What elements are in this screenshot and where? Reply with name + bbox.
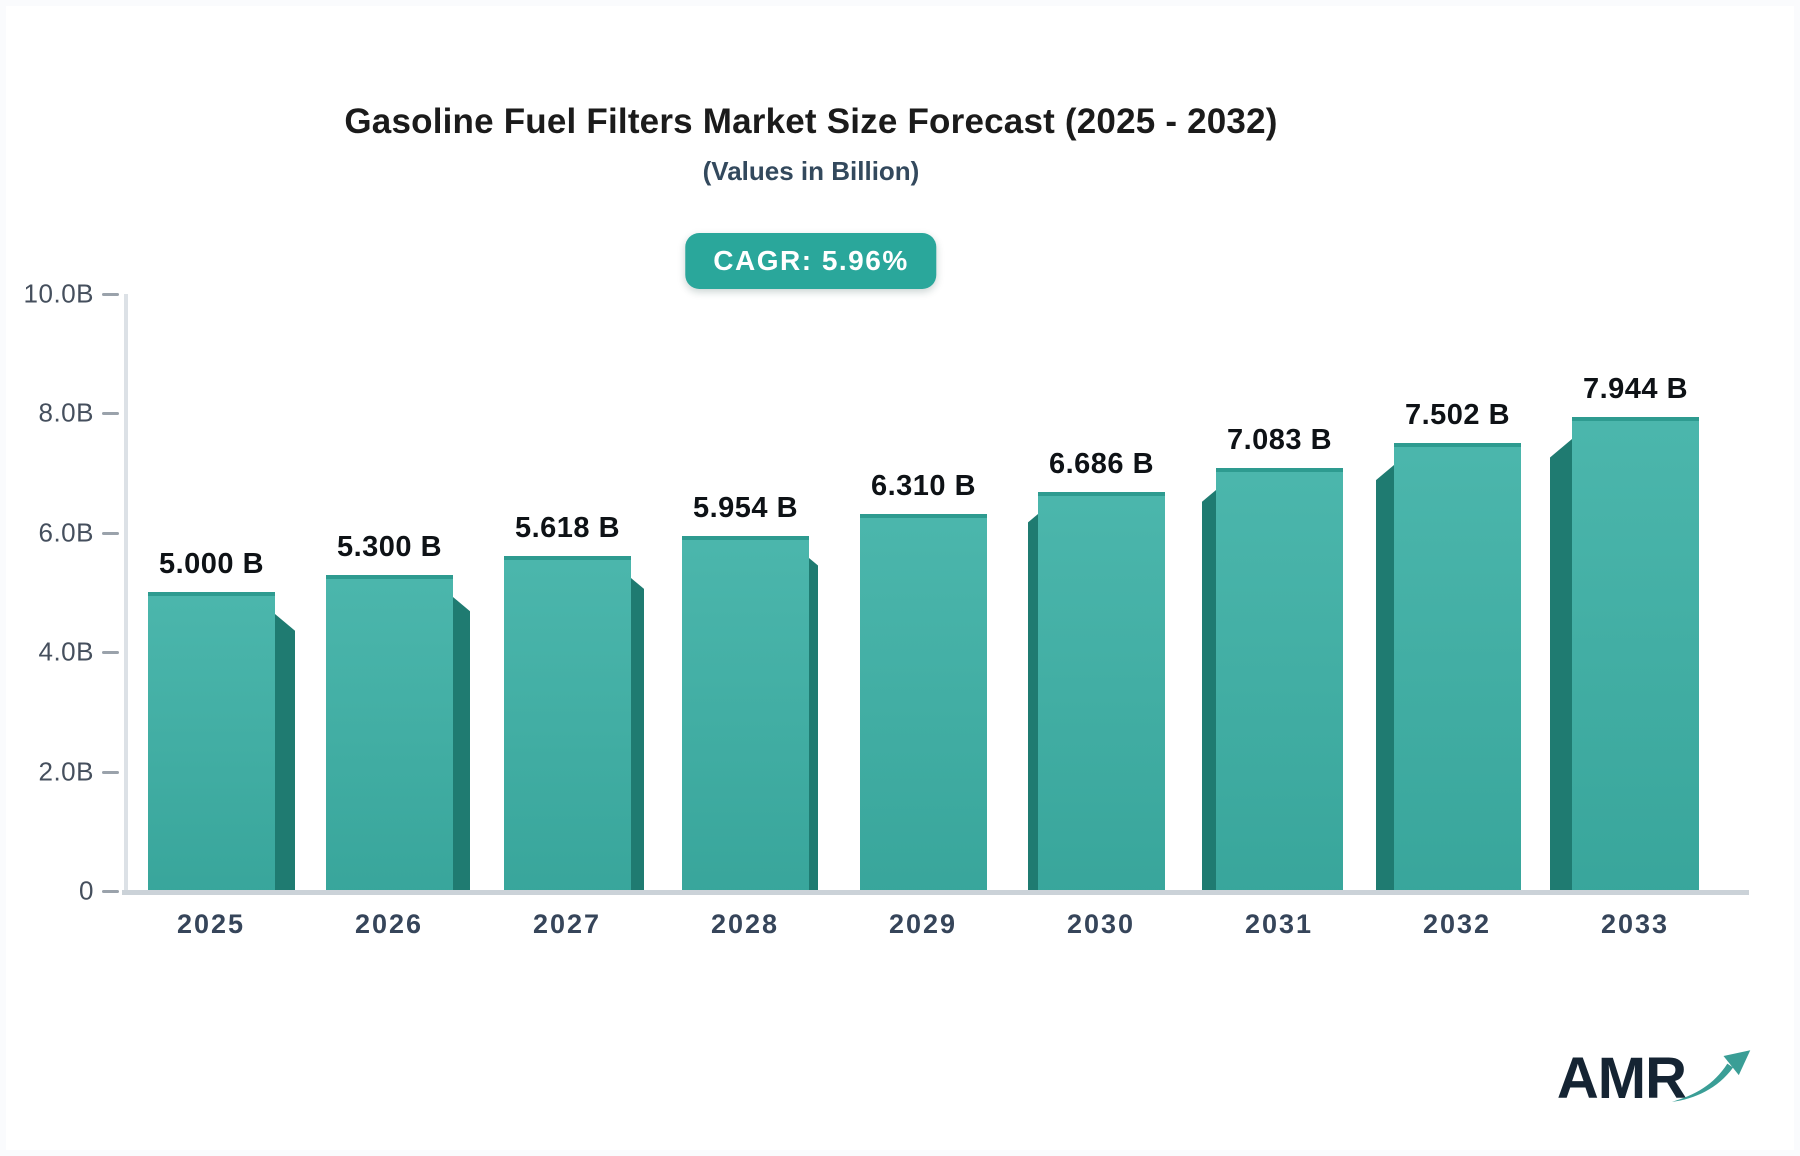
- y-axis-tick-label: 0: [79, 875, 94, 906]
- trend-up-arrow-icon: [1671, 1050, 1751, 1102]
- x-axis-label-2025: 2025: [176, 909, 246, 939]
- x-axis-label-2027: 2027: [532, 909, 602, 939]
- bar-value-label: 7.944 B: [1582, 373, 1689, 405]
- bar-2026: [326, 575, 453, 891]
- bar-value-label: 7.502 B: [1404, 399, 1511, 431]
- amr-logo: AMR: [1557, 1048, 1756, 1108]
- bar-2033: [1572, 417, 1699, 891]
- bar-2028: [682, 536, 809, 891]
- bar-2025: [148, 592, 275, 891]
- y-axis-tick-mark: [102, 890, 119, 893]
- bar-2031: [1216, 468, 1343, 891]
- bar-2029: [860, 514, 987, 891]
- x-axis-label-2033: 2033: [1600, 909, 1670, 939]
- x-axis-label-2029: 2029: [888, 909, 958, 939]
- y-axis-tick-label: 6.0B: [38, 517, 94, 548]
- bar-side-face: [809, 558, 818, 891]
- bar-side-face: [631, 578, 644, 891]
- cagr-badge: CAGR: 5.96%: [685, 233, 937, 289]
- bar-value-label: 6.686 B: [1048, 448, 1155, 480]
- plot-area: 5.000 B 5.300 B 5.618 B 5.954 B 6.310 B 6.686…: [6, 294, 1794, 891]
- y-axis-tick-mark: [102, 651, 119, 655]
- page-title: Gasoline Fuel Filters Market Size Foreca…: [344, 102, 1278, 141]
- page-subtitle: (Values in Billion): [702, 156, 920, 186]
- x-axis-label-2028: 2028: [710, 909, 780, 939]
- y-axis-tick-label: 8.0B: [38, 397, 94, 428]
- y-axis-tick-mark: [102, 293, 119, 296]
- bar-value-label: 5.300 B: [336, 531, 443, 563]
- amr-logo-text: AMR: [1556, 1046, 1687, 1111]
- y-axis-line: [124, 294, 128, 891]
- x-axis-line: [122, 890, 1749, 895]
- bar-side-face: [1202, 490, 1216, 891]
- bar-2030: [1038, 492, 1165, 891]
- bar-side-face: [1376, 465, 1394, 891]
- y-axis-tick-label: 2.0B: [38, 756, 94, 787]
- x-axis-label-2026: 2026: [354, 909, 424, 939]
- bar-value-label: 5.618 B: [514, 512, 621, 544]
- bar-side-face: [1028, 514, 1038, 891]
- y-axis-tick-mark: [102, 770, 119, 774]
- y-axis-tick-mark: [102, 531, 119, 535]
- bar-side-face: [275, 614, 295, 891]
- bar-2027: [504, 556, 631, 891]
- bar-value-label: 6.310 B: [870, 470, 977, 502]
- x-axis-label-2031: 2031: [1244, 909, 1314, 939]
- bar-side-face: [1550, 439, 1572, 891]
- bar-value-label: 5.954 B: [692, 492, 799, 524]
- bar-side-face: [453, 597, 470, 891]
- x-axis-label-2030: 2030: [1066, 909, 1136, 939]
- bar-2032: [1394, 443, 1521, 891]
- bar-value-label: 7.083 B: [1226, 424, 1333, 456]
- y-axis-tick-label: 4.0B: [38, 636, 94, 667]
- y-axis-tick-mark: [102, 412, 119, 416]
- bar-value-label: 5.000 B: [158, 548, 265, 580]
- x-axis-label-2032: 2032: [1422, 909, 1492, 939]
- y-axis-tick-label: 10.0B: [23, 278, 94, 309]
